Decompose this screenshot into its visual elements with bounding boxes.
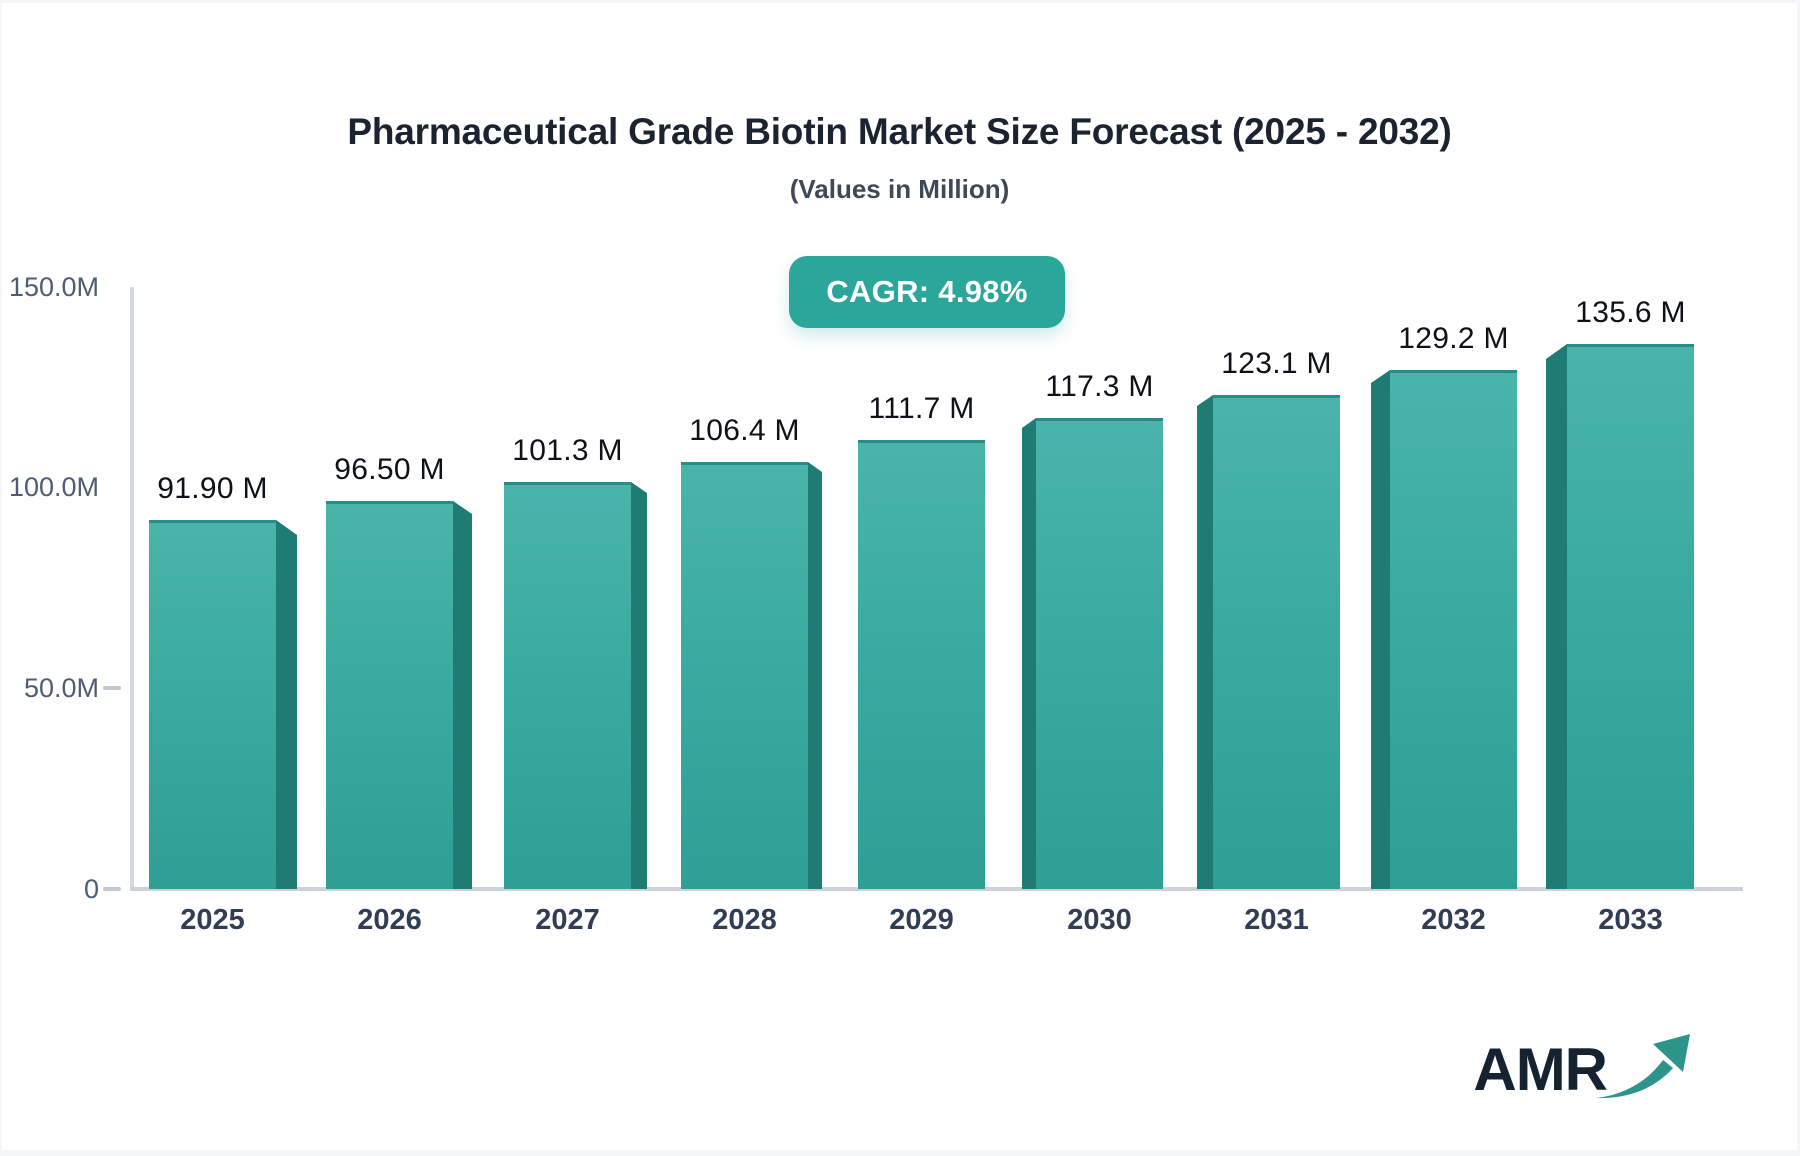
- y-axis-tick-mark: [103, 686, 121, 691]
- x-axis-label-2032: 2032: [1421, 904, 1486, 936]
- bar-value-label-2033: 135.6 M: [1575, 296, 1686, 329]
- bar-2026[interactable]: [326, 501, 453, 889]
- bar-value-label-2029: 111.7 M: [868, 392, 975, 425]
- bar-3d-side-2026: [453, 501, 472, 889]
- bar-2029[interactable]: [858, 440, 985, 889]
- amr-logo: AMR: [1473, 1030, 1693, 1103]
- bar-value-label-2030: 117.3 M: [1045, 370, 1154, 403]
- bar-3d-side-2030: [1022, 418, 1036, 889]
- cagr-badge: CAGR: 4.98%: [789, 256, 1065, 328]
- bar-value-label-2026: 96.50 M: [334, 453, 445, 486]
- bar-3d-side-2028: [808, 462, 822, 889]
- x-axis-label-2028: 2028: [712, 904, 777, 936]
- bar-2030[interactable]: [1036, 418, 1163, 889]
- bar-value-label-2031: 123.1 M: [1221, 347, 1332, 380]
- y-axis-tick-mark: [103, 887, 121, 891]
- bar-2027[interactable]: [504, 482, 631, 889]
- x-axis-label-2025: 2025: [180, 904, 245, 936]
- x-axis-label-2030: 2030: [1067, 904, 1132, 936]
- bar-value-label-2025: 91.90 M: [157, 472, 268, 505]
- bar-value-label-2032: 129.2 M: [1398, 322, 1509, 355]
- bar-3d-side-2033: [1546, 344, 1567, 889]
- cagr-badge-label: CAGR: 4.98%: [826, 274, 1028, 309]
- y-axis-tick-label: 100.0M: [8, 472, 99, 503]
- bar-2025[interactable]: [149, 520, 276, 889]
- x-axis-label-2033: 2033: [1598, 904, 1663, 936]
- x-axis-label-2031: 2031: [1244, 904, 1309, 936]
- bar-value-label-2028: 106.4 M: [689, 414, 800, 447]
- y-axis-line: [130, 287, 134, 891]
- chart-card: Pharmaceutical Grade Biotin Market Size …: [2, 3, 1797, 1150]
- bar-2028[interactable]: [681, 462, 808, 889]
- x-axis-line: [130, 887, 1743, 891]
- bar-3d-side-2027: [631, 482, 647, 889]
- y-axis-tick-label: 50.0M: [23, 673, 99, 704]
- chart-title: Pharmaceutical Grade Biotin Market Size …: [347, 111, 1452, 152]
- bar-2031[interactable]: [1213, 395, 1340, 889]
- growth-arrow-icon: [1596, 1034, 1690, 1099]
- bar-2032[interactable]: [1390, 370, 1517, 889]
- x-axis-label-2029: 2029: [889, 904, 954, 936]
- amr-logo-text: AMR: [1473, 1036, 1608, 1103]
- y-axis-tick-label: 0: [83, 874, 99, 904]
- x-axis-label-2027: 2027: [535, 904, 600, 936]
- y-axis-tick-label: 150.0M: [8, 271, 99, 302]
- x-axis-label-2026: 2026: [357, 904, 422, 936]
- bar-3d-side-2025: [276, 520, 297, 889]
- bar-3d-side-2031: [1197, 395, 1213, 889]
- bar-value-label-2027: 101.3 M: [512, 434, 623, 467]
- bar-3d-side-2032: [1371, 370, 1390, 889]
- bar-2033[interactable]: [1567, 344, 1694, 889]
- chart-subtitle: (Values in Million): [789, 174, 1010, 204]
